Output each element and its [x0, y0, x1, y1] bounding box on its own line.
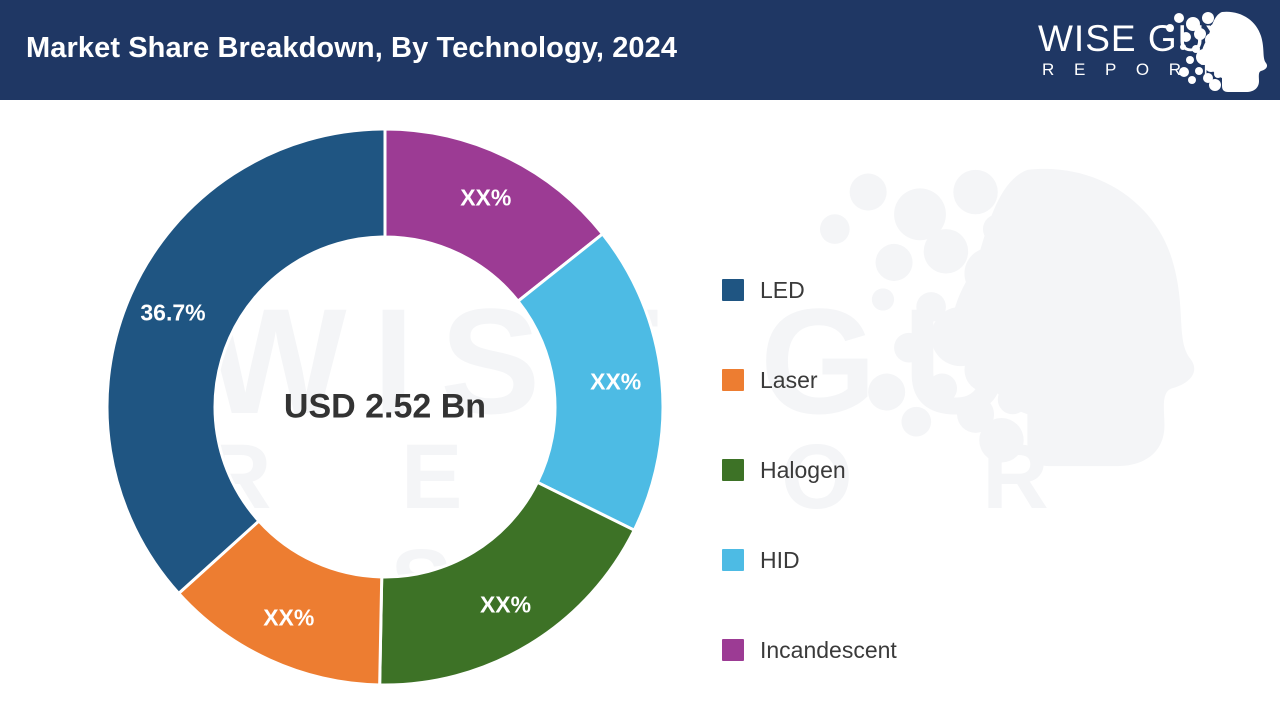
- legend-item-label: Incandescent: [760, 636, 897, 663]
- donut-slice-led[interactable]: [105, 127, 387, 596]
- legend-swatch-icon: [722, 639, 744, 661]
- legend-item-label: Laser: [760, 366, 818, 393]
- donut-chart-svg: [105, 127, 665, 687]
- donut-chart: [0, 100, 1280, 720]
- page-header: Market Share Breakdown, By Technology, 2…: [0, 0, 1280, 100]
- legend-item-led[interactable]: LED: [722, 245, 1052, 335]
- legend-swatch-icon: [722, 369, 744, 391]
- legend-item-label: Halogen: [760, 456, 846, 483]
- donut-slice-hid[interactable]: [515, 231, 665, 533]
- page-title: Market Share Breakdown, By Technology, 2…: [26, 32, 678, 64]
- legend-item-incandescent[interactable]: Incandescent: [722, 605, 1052, 695]
- chart-body: WISE GUY R E P O R T S: [0, 100, 1280, 720]
- legend-item-label: LED: [760, 276, 805, 303]
- donut-slice-halogen[interactable]: [378, 480, 637, 687]
- legend-item-laser[interactable]: Laser: [722, 335, 1052, 425]
- legend-swatch-icon: [722, 279, 744, 301]
- legend-item-halogen[interactable]: Halogen: [722, 425, 1052, 515]
- head-profile-dots-icon: [1166, 11, 1268, 92]
- legend-item-label: HID: [760, 546, 800, 573]
- chart-legend: LED Laser Halogen HID Incandescent: [722, 245, 1052, 695]
- legend-swatch-icon: [722, 459, 744, 481]
- legend-item-hid[interactable]: HID: [722, 515, 1052, 605]
- legend-swatch-icon: [722, 549, 744, 571]
- wise-guy-reports-logo: WISE GUY R E P O R T S: [1024, 4, 1274, 96]
- logo-text-secondary: R E P O R T S: [1042, 60, 1250, 79]
